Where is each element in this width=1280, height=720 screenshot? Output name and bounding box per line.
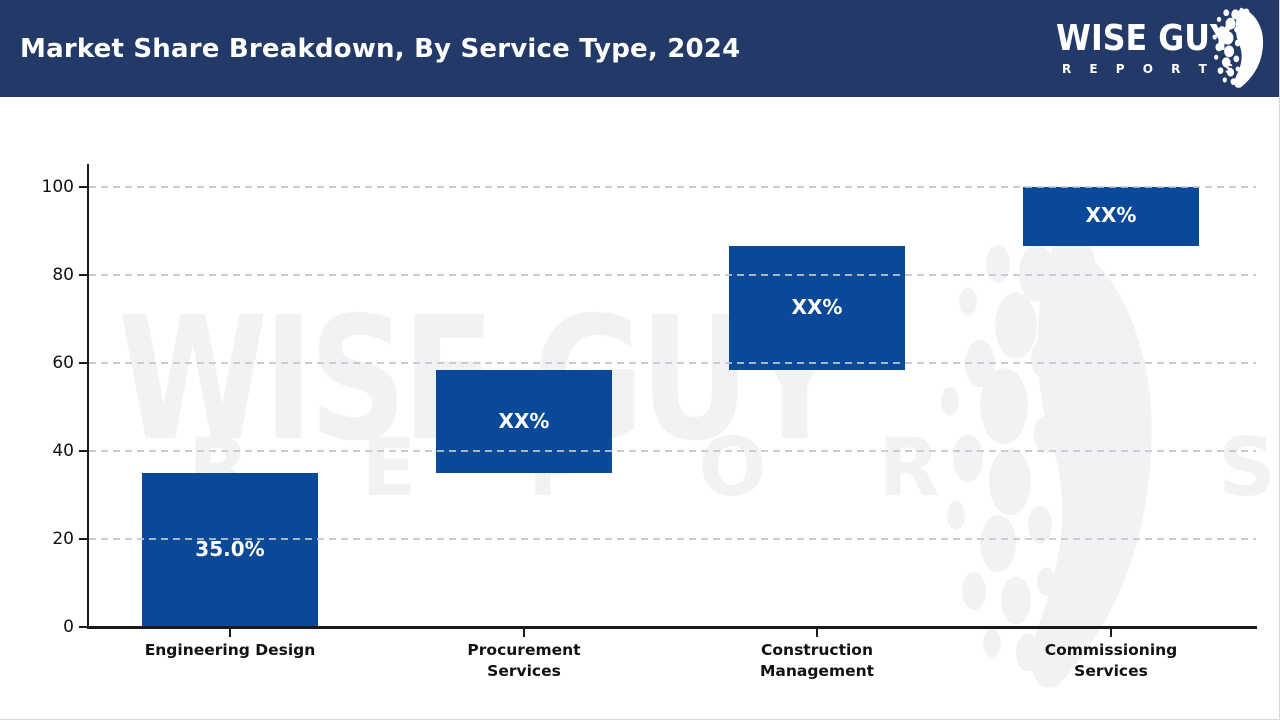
gridline-80 [89,274,1256,276]
bar-construction-management [729,245,905,371]
y-tick-label-60: 60 [52,353,74,373]
gridline-100 [89,186,1256,188]
x-tick-mark-construction-management [816,629,818,637]
y-tick-mark-20 [79,538,87,540]
wiseguy-logo: WISE GUY R E P O R T S [1018,4,1270,94]
y-tick-label-100: 100 [41,177,74,197]
logo-head-icon [1196,6,1268,90]
y-tick-label-20: 20 [52,529,74,549]
gridline-60 [89,362,1256,364]
x-tick-mark-commissioning-services [1110,629,1112,637]
y-axis-line [87,164,89,629]
gridline-40 [89,450,1256,452]
logo-subtitle: R E P O R T S [1062,62,1241,76]
x-axis-line [87,626,1257,629]
category-label-procurement-services: Procurement Services [374,640,674,682]
bar-value-label-construction-management: XX% [791,295,843,320]
header-bar: Market Share Breakdown, By Service Type,… [0,0,1279,97]
x-tick-mark-engineering-design [229,629,231,637]
y-tick-label-80: 80 [52,265,74,285]
category-label-line: Construction [761,641,873,659]
bar-commissioning-services [1023,187,1199,246]
bar-engineering-design [142,473,318,627]
y-tick-label-0: 0 [63,617,74,637]
gridline-20 [89,538,1256,540]
category-label-line: Management [759,662,875,680]
category-label-line: Commissioning [1044,641,1178,659]
bar-value-label-procurement-services: XX% [498,408,550,433]
y-tick-mark-60 [79,362,87,364]
bar-value-label-commissioning-services: XX% [1085,203,1137,228]
y-tick-label-40: 40 [52,441,74,461]
logo-wordmark: WISE GUY [1056,18,1233,59]
category-label-engineering-design: Engineering Design [80,640,380,661]
category-label-line: Services [487,662,561,680]
category-label-line: Procurement [467,641,581,659]
y-tick-mark-0 [79,626,87,628]
category-label-line: Engineering Design [144,641,316,659]
category-label-commissioning-services: Commissioning Services [961,640,1261,682]
category-label-construction-management: Construction Management [667,640,967,682]
x-tick-mark-procurement-services [523,629,525,637]
bar-procurement-services [436,370,612,473]
y-tick-mark-100 [79,186,87,188]
category-label-line: Services [1074,662,1148,680]
y-tick-mark-80 [79,274,87,276]
bar-value-label-engineering-design: 35.0% [195,537,265,561]
chart-title: Market Share Breakdown, By Service Type,… [20,33,741,64]
watermark-head-icon [872,226,1172,700]
y-tick-mark-40 [79,450,87,452]
